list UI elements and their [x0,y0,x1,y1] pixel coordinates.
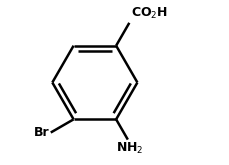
Text: CO$_2$H: CO$_2$H [131,6,168,21]
Text: NH$_2$: NH$_2$ [116,141,143,156]
Text: Br: Br [33,126,49,139]
